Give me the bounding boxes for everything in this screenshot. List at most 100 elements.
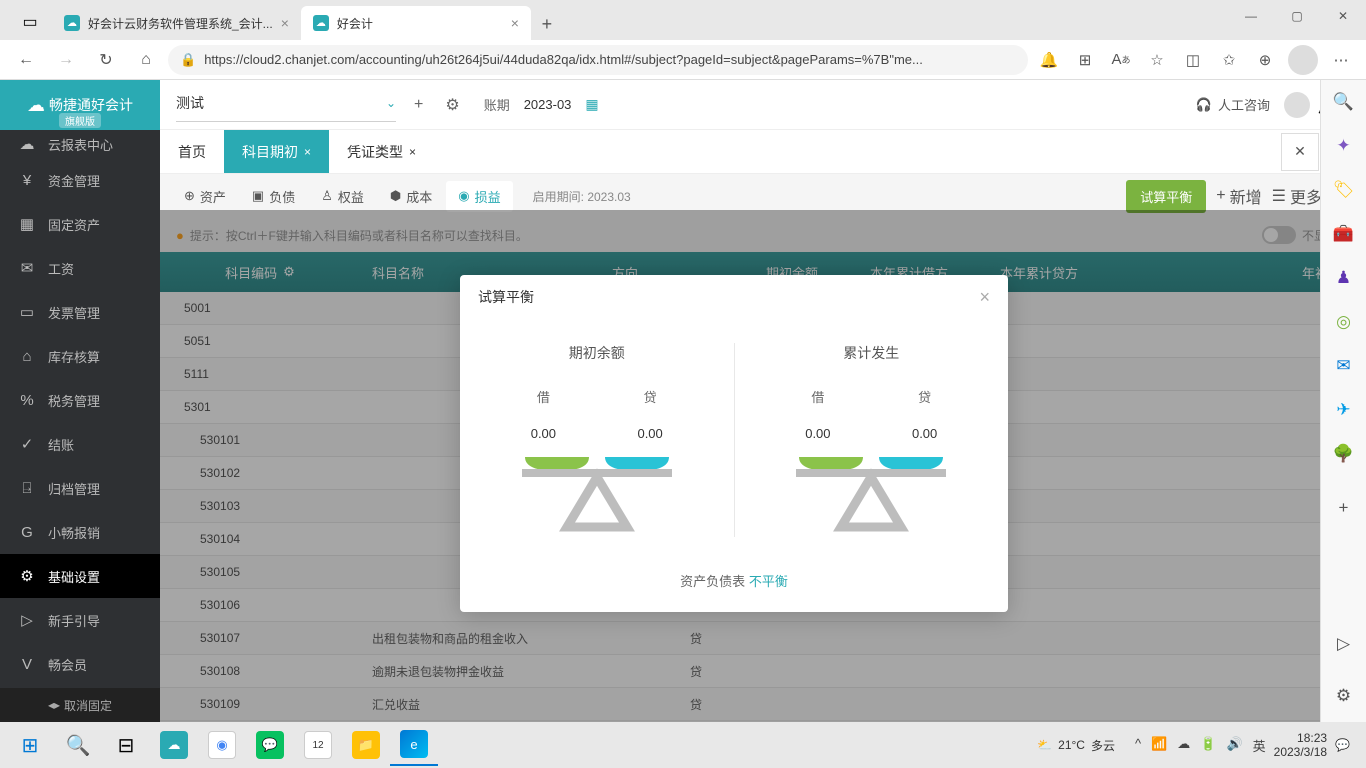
category-tab[interactable]: ⬢成本	[378, 181, 444, 212]
app-logo: ☁ 畅捷通好会计 旗舰版	[0, 80, 160, 130]
add-button[interactable]: + 新增	[1216, 184, 1261, 208]
sidebar-icon: ☁	[18, 135, 36, 153]
start-button[interactable]: ⊞	[6, 724, 54, 766]
consult-button[interactable]: 🎧 人工咨询	[1196, 95, 1270, 114]
search-icon[interactable]: 🔍	[1332, 90, 1356, 114]
debit-label: 借	[503, 387, 583, 406]
sidebar-item[interactable]: ☁云报表中心	[0, 130, 160, 158]
shopping-icon[interactable]: 🏷	[1332, 178, 1356, 202]
outlook-icon[interactable]: ✉	[1332, 354, 1356, 378]
wifi-icon[interactable]: 📶	[1151, 736, 1167, 755]
sidebar-item[interactable]: G小畅报销	[0, 510, 160, 554]
tools-icon[interactable]: 🧰	[1332, 222, 1356, 246]
new-tab-button[interactable]: +	[531, 8, 563, 40]
back-button[interactable]: ←	[8, 44, 44, 76]
split-icon[interactable]: ◫	[1176, 44, 1210, 76]
volume-icon[interactable]: 🔊	[1226, 736, 1242, 755]
close-button[interactable]: ✕	[1320, 0, 1366, 32]
chevron-up-icon[interactable]: ^	[1135, 736, 1141, 755]
settings-icon[interactable]: ⚙	[441, 95, 463, 115]
hide-sidebar-icon[interactable]: ▷	[1332, 632, 1356, 656]
collections-icon[interactable]: ⊕	[1248, 44, 1282, 76]
refresh-button[interactable]: ↻	[88, 44, 124, 76]
notification-icon[interactable]: 🔔	[1032, 44, 1066, 76]
category-icon: ♙	[321, 188, 333, 204]
add-button[interactable]: +	[410, 96, 427, 114]
browser-tab-0[interactable]: ☁ 好会计云财务软件管理系统_会计... ×	[52, 6, 301, 40]
tree-icon[interactable]: 🌳	[1332, 442, 1356, 466]
favorite-icon[interactable]: ☆	[1140, 44, 1174, 76]
sidebar-item[interactable]: ⚙基础设置	[0, 554, 160, 598]
close-icon[interactable]: ×	[304, 145, 311, 159]
search-button[interactable]: 🔍	[54, 724, 102, 766]
cloud-icon[interactable]: ☁	[1177, 736, 1190, 755]
close-icon[interactable]: ×	[979, 287, 990, 308]
discover-icon[interactable]: ✦	[1332, 134, 1356, 158]
favorites-bar-icon[interactable]: ✩	[1212, 44, 1246, 76]
sidebar-item[interactable]: %税务管理	[0, 378, 160, 422]
profile-switcher[interactable]: ▭	[8, 4, 52, 40]
category-tab[interactable]: ⊕资产	[172, 181, 238, 212]
category-tab[interactable]: ◉损益	[446, 181, 512, 212]
close-icon[interactable]: ×	[511, 15, 519, 31]
page-tab[interactable]: 科目期初×	[224, 130, 329, 173]
games-icon[interactable]: ♟	[1332, 266, 1356, 290]
profile-button[interactable]	[1284, 44, 1322, 76]
home-button[interactable]: ⌂	[128, 44, 164, 76]
sidebar-item[interactable]: ▷新手引导	[0, 598, 160, 642]
taskbar-wechat[interactable]: 💬	[246, 724, 294, 766]
page-tab[interactable]: 凭证类型×	[329, 130, 434, 173]
sidebar-item[interactable]: ✓结账	[0, 422, 160, 466]
bing-icon[interactable]: ◎	[1332, 310, 1356, 334]
taskbar-calendar[interactable]: 12	[294, 724, 342, 766]
minimize-button[interactable]: —	[1228, 0, 1274, 32]
modal-footer: 资产负债表 不平衡	[460, 557, 1008, 612]
sidebar-item[interactable]: ▭发票管理	[0, 290, 160, 334]
trial-balance-button[interactable]: 试算平衡	[1126, 180, 1206, 213]
close-icon[interactable]: ×	[409, 145, 416, 159]
forward-button[interactable]: →	[48, 44, 84, 76]
taskbar-edge[interactable]: e	[390, 724, 438, 766]
browser-tab-1[interactable]: ☁ 好会计 ×	[301, 6, 531, 40]
weather-widget[interactable]: ⛅ 21°C 多云	[1037, 737, 1115, 754]
company-selector[interactable]: 测试 ⌄	[176, 88, 396, 122]
sidebar-item[interactable]: V畅会员	[0, 642, 160, 686]
debit-value: 0.00	[778, 426, 858, 441]
sidebar-item[interactable]: ¥资金管理	[0, 158, 160, 202]
battery-icon[interactable]: 🔋	[1200, 736, 1216, 755]
sidebar-item[interactable]: ✉工资	[0, 246, 160, 290]
sidebar-item[interactable]: ⌂库存核算	[0, 334, 160, 378]
add-icon[interactable]: +	[1332, 496, 1356, 520]
period-value: 2023-03	[524, 97, 572, 112]
maximize-button[interactable]: ▢	[1274, 0, 1320, 32]
address-bar[interactable]: 🔒 https://cloud2.chanjet.com/accounting/…	[168, 45, 1028, 75]
weather-icon: ⛅	[1037, 738, 1052, 752]
settings-icon[interactable]: ⚙	[1332, 684, 1356, 708]
clock[interactable]: 18:23 2023/3/18	[1274, 731, 1327, 760]
sidebar-item[interactable]: ⍈归档管理	[0, 466, 160, 510]
system-tray[interactable]: ^ 📶 ☁ 🔋 🔊 英	[1135, 736, 1266, 755]
close-all-button[interactable]: ✕	[1281, 133, 1319, 171]
notifications-icon[interactable]: 💬	[1335, 738, 1350, 752]
extensions-icon[interactable]: ⊞	[1068, 44, 1102, 76]
send-icon[interactable]: ✈	[1332, 398, 1356, 422]
taskbar-app[interactable]: ☁	[150, 724, 198, 766]
task-view-button[interactable]: ⊟	[102, 724, 150, 766]
menu-button[interactable]: ⋯	[1324, 44, 1358, 76]
balance-scale-icon	[497, 447, 697, 537]
text-size-icon[interactable]: Aあ	[1104, 44, 1138, 76]
sidebar-footer[interactable]: ◂▸ 取消固定	[0, 688, 160, 722]
calendar-icon[interactable]: ▦	[585, 96, 598, 113]
page-tab[interactable]: 首页	[160, 130, 224, 173]
category-tab[interactable]: ♙权益	[309, 181, 376, 212]
sidebar-item[interactable]: ▦固定资产	[0, 202, 160, 246]
ime-indicator[interactable]: 英	[1253, 736, 1266, 755]
sidebar-label: 小畅报销	[48, 523, 100, 542]
url-text: https://cloud2.chanjet.com/accounting/uh…	[204, 52, 923, 67]
close-icon[interactable]: ×	[281, 15, 289, 31]
taskbar-chrome[interactable]: ◉	[198, 724, 246, 766]
tab-label: 首页	[178, 142, 206, 162]
category-tab[interactable]: ▣负债	[240, 181, 307, 212]
sidebar-icon: ▦	[18, 215, 36, 233]
taskbar-explorer[interactable]: 📁	[342, 724, 390, 766]
